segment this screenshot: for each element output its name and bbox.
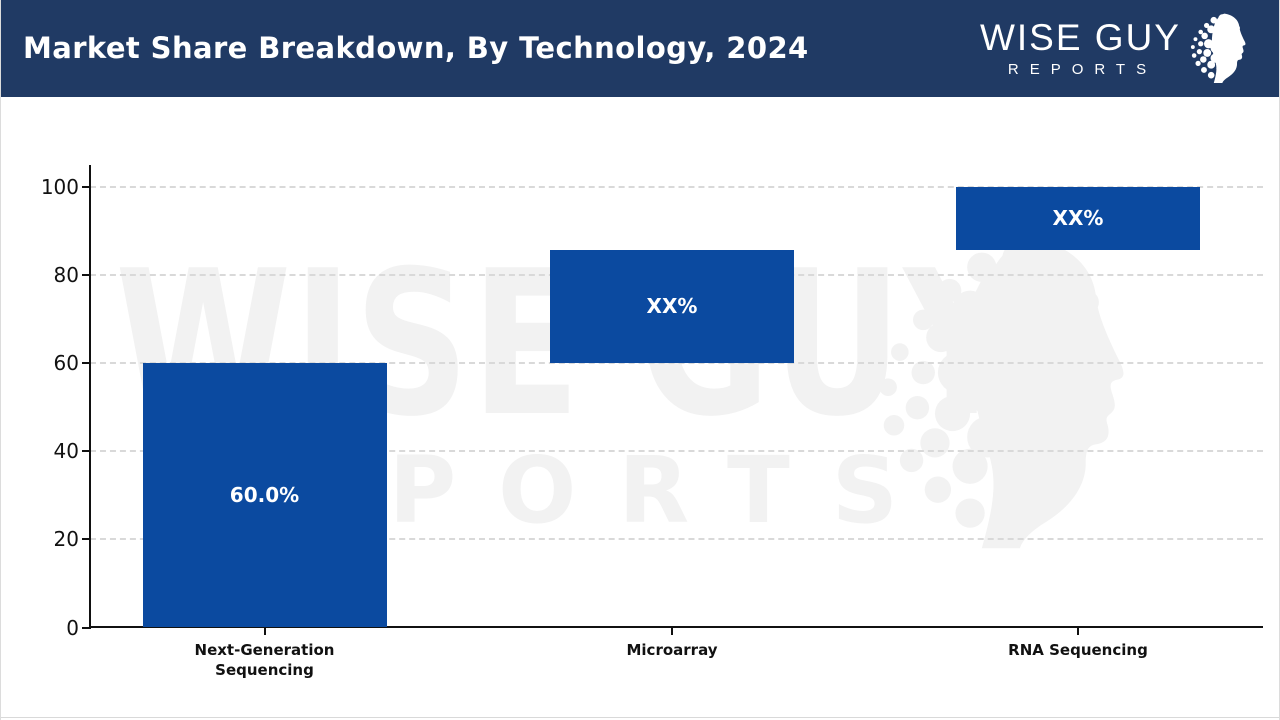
y-tick-mark: [82, 450, 90, 453]
gridline: [90, 450, 1263, 453]
x-tick-mark: [1077, 627, 1079, 635]
x-category-label: Next-Generation Sequencing: [194, 640, 335, 679]
y-tick-mark: [82, 273, 90, 276]
x-tick-mark: [671, 627, 673, 635]
head-dot: [1198, 40, 1204, 46]
bar-value-label: 60.0%: [229, 483, 300, 508]
head-dot: [1198, 29, 1203, 34]
bar-value-label: XX%: [1052, 206, 1104, 231]
bar-segment: XX%: [956, 186, 1200, 250]
head-dot: [1207, 60, 1216, 69]
wiseguy-logo: WISE GUY REPORTS: [980, 6, 1257, 92]
head-dot: [1191, 52, 1197, 58]
y-tick-mark: [82, 626, 90, 629]
bottom-border: [1, 717, 1279, 718]
head-dot: [1190, 44, 1195, 49]
x-category-label: Microarray: [626, 640, 718, 659]
logo-subtitle: REPORTS: [1007, 61, 1158, 78]
head-dot: [1201, 66, 1207, 73]
y-tick-label: 0: [66, 615, 79, 640]
y-axis: [89, 165, 91, 629]
y-tick-mark: [82, 361, 90, 364]
face-profile: [1211, 13, 1246, 83]
x-tick-mark: [263, 627, 266, 635]
logo-wordmark: WISE GUY: [979, 17, 1181, 58]
x-category-label: RNA Sequencing: [1008, 640, 1148, 659]
header: Market Share Breakdown, By Technology, 2…: [1, 0, 1279, 97]
head-dot: [1207, 71, 1215, 78]
gridline: [90, 361, 1263, 364]
head-dot: [1201, 32, 1208, 39]
x-axis: [89, 626, 1263, 628]
head-dot: [1210, 16, 1218, 23]
y-tick-label: 20: [53, 527, 79, 552]
y-tick-mark: [82, 538, 90, 541]
bar-segment: 60.0%: [142, 362, 387, 628]
gridline: [90, 185, 1263, 188]
bar-value-label: XX%: [646, 294, 698, 319]
y-tick-label: 100: [40, 174, 79, 199]
y-tick-label: 40: [53, 439, 79, 464]
bar-segment: XX%: [550, 249, 794, 363]
wiseguy-head-icon: [1190, 13, 1246, 83]
page-title: Market Share Breakdown, By Technology, 2…: [23, 30, 809, 65]
head-dot: [1193, 36, 1198, 41]
gridline: [90, 538, 1263, 541]
y-tick-mark: [82, 185, 90, 188]
logo-text: WISE GUY REPORTS: [980, 19, 1181, 78]
y-tick-label: 60: [53, 350, 79, 375]
y-tick-label: 80: [53, 262, 79, 287]
head-dot: [1203, 22, 1210, 28]
head-dot: [1200, 55, 1207, 63]
head-dot: [1195, 60, 1201, 66]
head-dot: [1203, 48, 1212, 57]
head-dot: [1196, 48, 1203, 54]
